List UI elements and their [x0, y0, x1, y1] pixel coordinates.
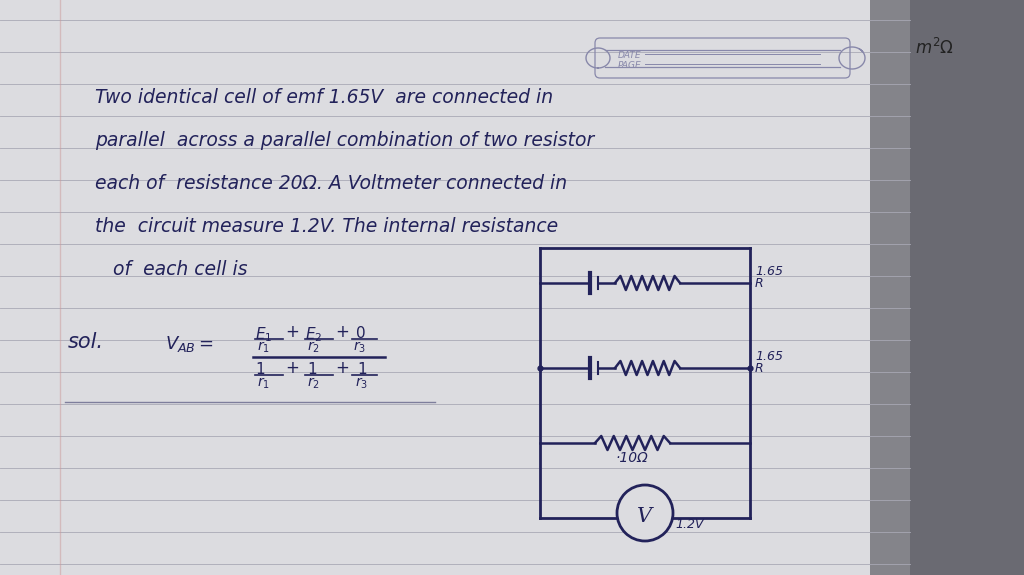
Bar — [0, 0, 910, 575]
Text: $E_1$: $E_1$ — [255, 325, 272, 344]
Text: each of  resistance 20Ω. A Voltmeter connected in: each of resistance 20Ω. A Voltmeter conn… — [95, 174, 567, 193]
Text: $E_2$: $E_2$ — [305, 325, 323, 344]
Text: V: V — [637, 508, 652, 527]
Text: $r_2$: $r_2$ — [307, 340, 319, 355]
Text: $1$: $1$ — [255, 361, 265, 377]
Text: $1$: $1$ — [307, 361, 317, 377]
Text: 1.65: 1.65 — [755, 265, 783, 278]
Text: of  each cell is: of each cell is — [95, 260, 248, 279]
Text: 1.65: 1.65 — [755, 350, 783, 363]
Text: $m^2\Omega$: $m^2\Omega$ — [915, 38, 954, 58]
Text: $0$: $0$ — [355, 325, 366, 341]
Text: $+$: $+$ — [285, 359, 299, 377]
Text: R: R — [755, 277, 764, 290]
Text: $+$: $+$ — [285, 323, 299, 341]
Text: R: R — [755, 362, 764, 375]
Text: $+$: $+$ — [335, 323, 349, 341]
Text: Two identical cell of emf 1.65V  are connected in: Two identical cell of emf 1.65V are conn… — [95, 88, 553, 107]
Text: $r_3$: $r_3$ — [353, 340, 366, 355]
Text: parallel  across a parallel combination of two resistor: parallel across a parallel combination o… — [95, 131, 594, 150]
Text: $r_1$: $r_1$ — [257, 340, 270, 355]
Text: ·10Ω: ·10Ω — [615, 451, 648, 465]
Text: $V_{AB}=$: $V_{AB}=$ — [165, 334, 214, 354]
Bar — [910, 0, 1024, 575]
Text: PAGE: PAGE — [618, 61, 642, 70]
Bar — [870, 0, 910, 575]
Text: $r_2$: $r_2$ — [307, 376, 319, 392]
Text: sol.: sol. — [68, 332, 104, 352]
Text: $+$: $+$ — [335, 359, 349, 377]
Text: the  circuit measure 1.2V. The internal resistance: the circuit measure 1.2V. The internal r… — [95, 217, 558, 236]
Text: $r_3$: $r_3$ — [355, 376, 368, 392]
Text: $1$: $1$ — [357, 361, 368, 377]
Text: DATE: DATE — [618, 51, 642, 60]
Text: $r_1$: $r_1$ — [257, 376, 270, 392]
Circle shape — [617, 485, 673, 541]
Text: 1.2V: 1.2V — [675, 519, 703, 531]
